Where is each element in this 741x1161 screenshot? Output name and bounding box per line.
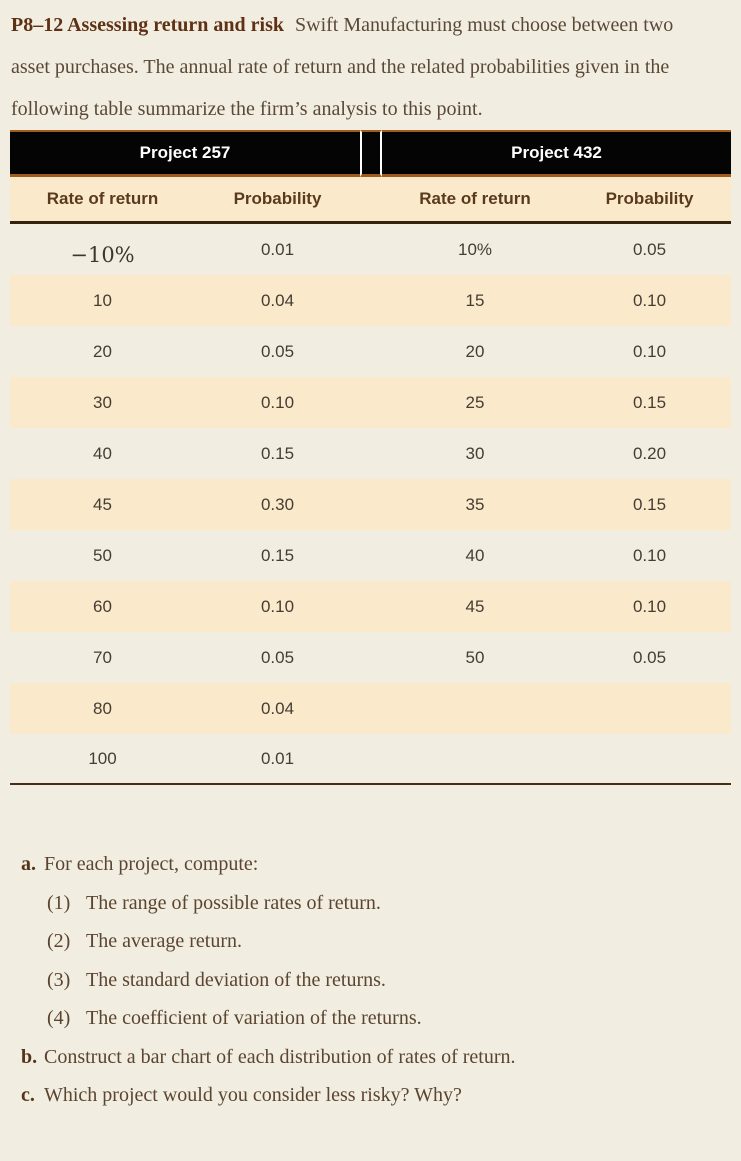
question-a-text: For each project, compute: <box>44 853 259 875</box>
prob-cell: 0.05 <box>632 239 667 259</box>
prob-cell: 0.01 <box>195 734 361 785</box>
rate-cell: 25 <box>382 377 569 428</box>
rate-of-return-table: Project 257 Project 432 Rate of return P… <box>10 130 732 785</box>
prob-cell <box>568 683 732 734</box>
prob-cell: 0.10 <box>195 377 361 428</box>
rate-cell: 60 <box>10 581 195 632</box>
table-row: 60 0.10 45 0.10 <box>10 581 732 632</box>
table-row: 50 0.15 40 0.10 <box>10 530 731 581</box>
prob-cell: 0.10 <box>632 341 667 361</box>
question-a-label: a. <box>21 853 36 875</box>
question-a-subitem-3: (3) The standard deviation of the return… <box>0 961 741 1000</box>
table-row: 20 0.05 20 0.10 <box>10 326 731 377</box>
prob-cell: 0.04 <box>195 683 361 734</box>
table-row: 70 0.05 50 0.05 <box>10 632 731 683</box>
table-row: −10% 0.01 10% 0.05 <box>10 224 731 275</box>
question-c: c. Which project would you consider less… <box>0 1076 741 1115</box>
prob-cell: 0.10 <box>195 581 361 632</box>
prob-cell: 0.15 <box>260 545 295 565</box>
question-b-label: b. <box>21 1045 38 1068</box>
rate-cell: 100 <box>10 734 195 785</box>
rate-cell: −10% <box>70 242 135 267</box>
problem-statement: P8–12 Assessing return and risk Swift Man… <box>0 0 727 130</box>
rate-cell: 15 <box>382 275 569 326</box>
prob-cell: 0.10 <box>568 275 732 326</box>
prob-cell: 0.05 <box>632 647 667 667</box>
rate-cell: 50 <box>93 545 112 565</box>
column-header-row: Rate of return Probability Rate of retur… <box>10 177 732 224</box>
question-a-subitem-1: (1) The range of possible rates of retur… <box>0 884 741 923</box>
col-header-rate-432: Rate of return <box>382 177 569 224</box>
rate-cell: 70 <box>93 647 112 667</box>
prob-cell: 0.15 <box>260 443 295 463</box>
prob-cell: 0.30 <box>195 479 361 530</box>
rate-cell: 45 <box>382 581 569 632</box>
prob-cell: 0.01 <box>260 239 295 259</box>
column-spacer <box>360 177 383 224</box>
rate-cell: 30 <box>10 377 195 428</box>
col-header-prob-257: Probability <box>195 177 361 224</box>
subitem-text: The coefficient of variation of the retu… <box>86 1007 422 1029</box>
col-header-rate-257: Rate of return <box>10 177 195 224</box>
prob-cell: 0.10 <box>568 581 732 632</box>
table-row: 30 0.10 25 0.15 <box>10 377 732 428</box>
question-b: b. Construct a bar chart of each distrib… <box>0 1038 741 1077</box>
prob-cell: 0.15 <box>568 479 732 530</box>
project-257-header: Project 257 <box>10 130 361 177</box>
question-b-text: Construct a bar chart of each distributi… <box>44 1045 516 1068</box>
subitem-number: (1) <box>47 891 71 914</box>
rate-cell: 20 <box>93 341 112 361</box>
rate-cell: 50 <box>465 647 485 667</box>
subitem-text: The range of possible rates of return. <box>86 891 381 914</box>
rate-cell: 10% <box>458 239 493 259</box>
rate-cell: 40 <box>93 443 112 463</box>
rate-cell: 35 <box>382 479 569 530</box>
rate-cell: 40 <box>465 545 485 565</box>
rate-cell <box>382 683 569 734</box>
question-a-subitem-4: (4) The coefficient of variation of the … <box>0 999 741 1038</box>
table-row: 45 0.30 35 0.15 <box>10 479 732 530</box>
prob-cell: 0.20 <box>632 443 667 463</box>
rate-cell <box>382 734 569 785</box>
subitem-text: The average return. <box>86 930 243 952</box>
header-spacer <box>360 130 383 177</box>
question-c-text: Which project would you consider less ri… <box>44 1084 462 1106</box>
subitem-text: The standard deviation of the returns. <box>86 968 386 991</box>
rate-cell: 30 <box>465 443 485 463</box>
prob-cell: 0.10 <box>632 545 667 565</box>
project-432-header: Project 432 <box>382 130 732 177</box>
col-header-prob-432: Probability <box>568 177 732 224</box>
question-a: a. For each project, compute: <box>0 845 741 884</box>
problem-number-title: P8–12 Assessing return and risk <box>11 14 285 36</box>
prob-cell: 0.15 <box>568 377 732 428</box>
table-row: 100 0.01 <box>10 734 732 785</box>
rate-cell: 20 <box>465 341 485 361</box>
table-row: 80 0.04 <box>10 683 732 734</box>
table-row: 10 0.04 15 0.10 <box>10 275 732 326</box>
subitem-number: (4) <box>47 1007 71 1029</box>
question-list: a. For each project, compute: (1) The ra… <box>0 845 741 1115</box>
prob-cell: 0.04 <box>195 275 361 326</box>
prob-cell <box>568 734 732 785</box>
subitem-number: (3) <box>47 968 71 991</box>
table-row: 40 0.15 30 0.20 <box>10 428 731 479</box>
rate-cell: 45 <box>10 479 195 530</box>
prob-cell: 0.05 <box>260 341 295 361</box>
question-c-label: c. <box>21 1084 35 1106</box>
problem-body-text: Swift Manufacturing must choose between … <box>11 14 674 120</box>
project-header-row: Project 257 Project 432 <box>10 130 732 177</box>
rate-cell: 10 <box>10 275 195 326</box>
subitem-number: (2) <box>47 930 71 952</box>
rate-cell: 80 <box>10 683 195 734</box>
prob-cell: 0.05 <box>260 647 295 667</box>
question-a-subitem-2: (2) The average return. <box>0 922 741 961</box>
